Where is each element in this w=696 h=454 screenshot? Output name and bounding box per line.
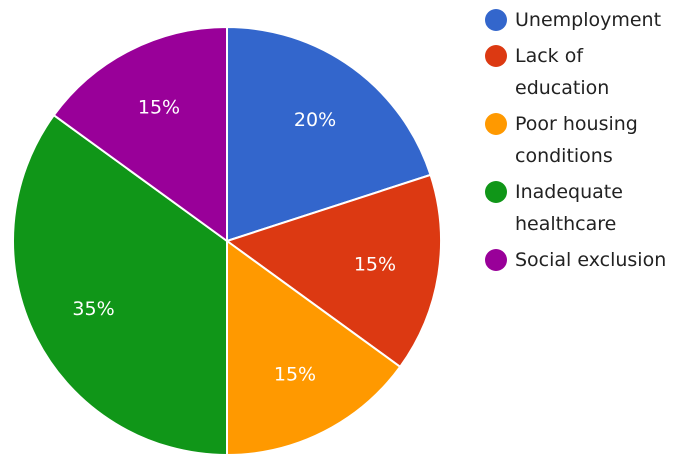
legend-marker-unemployment: [485, 9, 507, 31]
legend: Unemployment Lack of education Poor housing…: [485, 9, 666, 271]
legend-item-unemployment[interactable]: Unemployment: [485, 9, 661, 31]
legend-label-social-exclusion: Social exclusion: [515, 249, 666, 271]
legend-label-inadequate-healthcare-line-1: Inadequate: [515, 181, 623, 203]
legend-label-inadequate-healthcare-line-2: healthcare: [515, 213, 616, 235]
slice-label-poor-housing-conditions: 15%: [274, 363, 316, 385]
legend-marker-poor-housing-conditions: [485, 113, 507, 135]
slice-label-social-exclusion: 15%: [138, 97, 180, 119]
pie-slice-social-exclusion[interactable]: [52, 25, 228, 243]
pie-slice-lack-of-education[interactable]: [224, 173, 442, 369]
legend-label-lack-of-education-line-1: Lack of: [515, 45, 584, 67]
pie-slice-poor-housing-conditions[interactable]: [226, 239, 402, 454]
legend-marker-lack-of-education: [485, 45, 507, 67]
legend-item-inadequate-healthcare[interactable]: Inadequate healthcare: [485, 181, 623, 235]
legend-item-poor-housing-conditions[interactable]: Poor housing conditions: [485, 113, 638, 167]
slice-label-unemployment: 20%: [294, 109, 336, 131]
pie-slice-unemployment[interactable]: [226, 25, 432, 243]
pie-slice-inadequate-healthcare[interactable]: [12, 113, 228, 454]
slice-label-inadequate-healthcare: 35%: [72, 298, 114, 320]
slice-label-lack-of-education: 15%: [354, 253, 396, 275]
legend-label-poor-housing-conditions-line-2: conditions: [515, 145, 613, 167]
legend-marker-inadequate-healthcare: [485, 181, 507, 203]
legend-item-lack-of-education[interactable]: Lack of education: [485, 45, 609, 99]
legend-item-social-exclusion[interactable]: Social exclusion: [485, 249, 666, 271]
legend-label-unemployment: Unemployment: [515, 9, 661, 31]
legend-marker-social-exclusion: [485, 249, 507, 271]
legend-label-lack-of-education-line-2: education: [515, 77, 609, 99]
legend-label-poor-housing-conditions-line-1: Poor housing: [515, 113, 638, 135]
pie-slices: [12, 25, 442, 454]
slice-labels: 20% 15% 15% 35% 15%: [72, 97, 396, 386]
